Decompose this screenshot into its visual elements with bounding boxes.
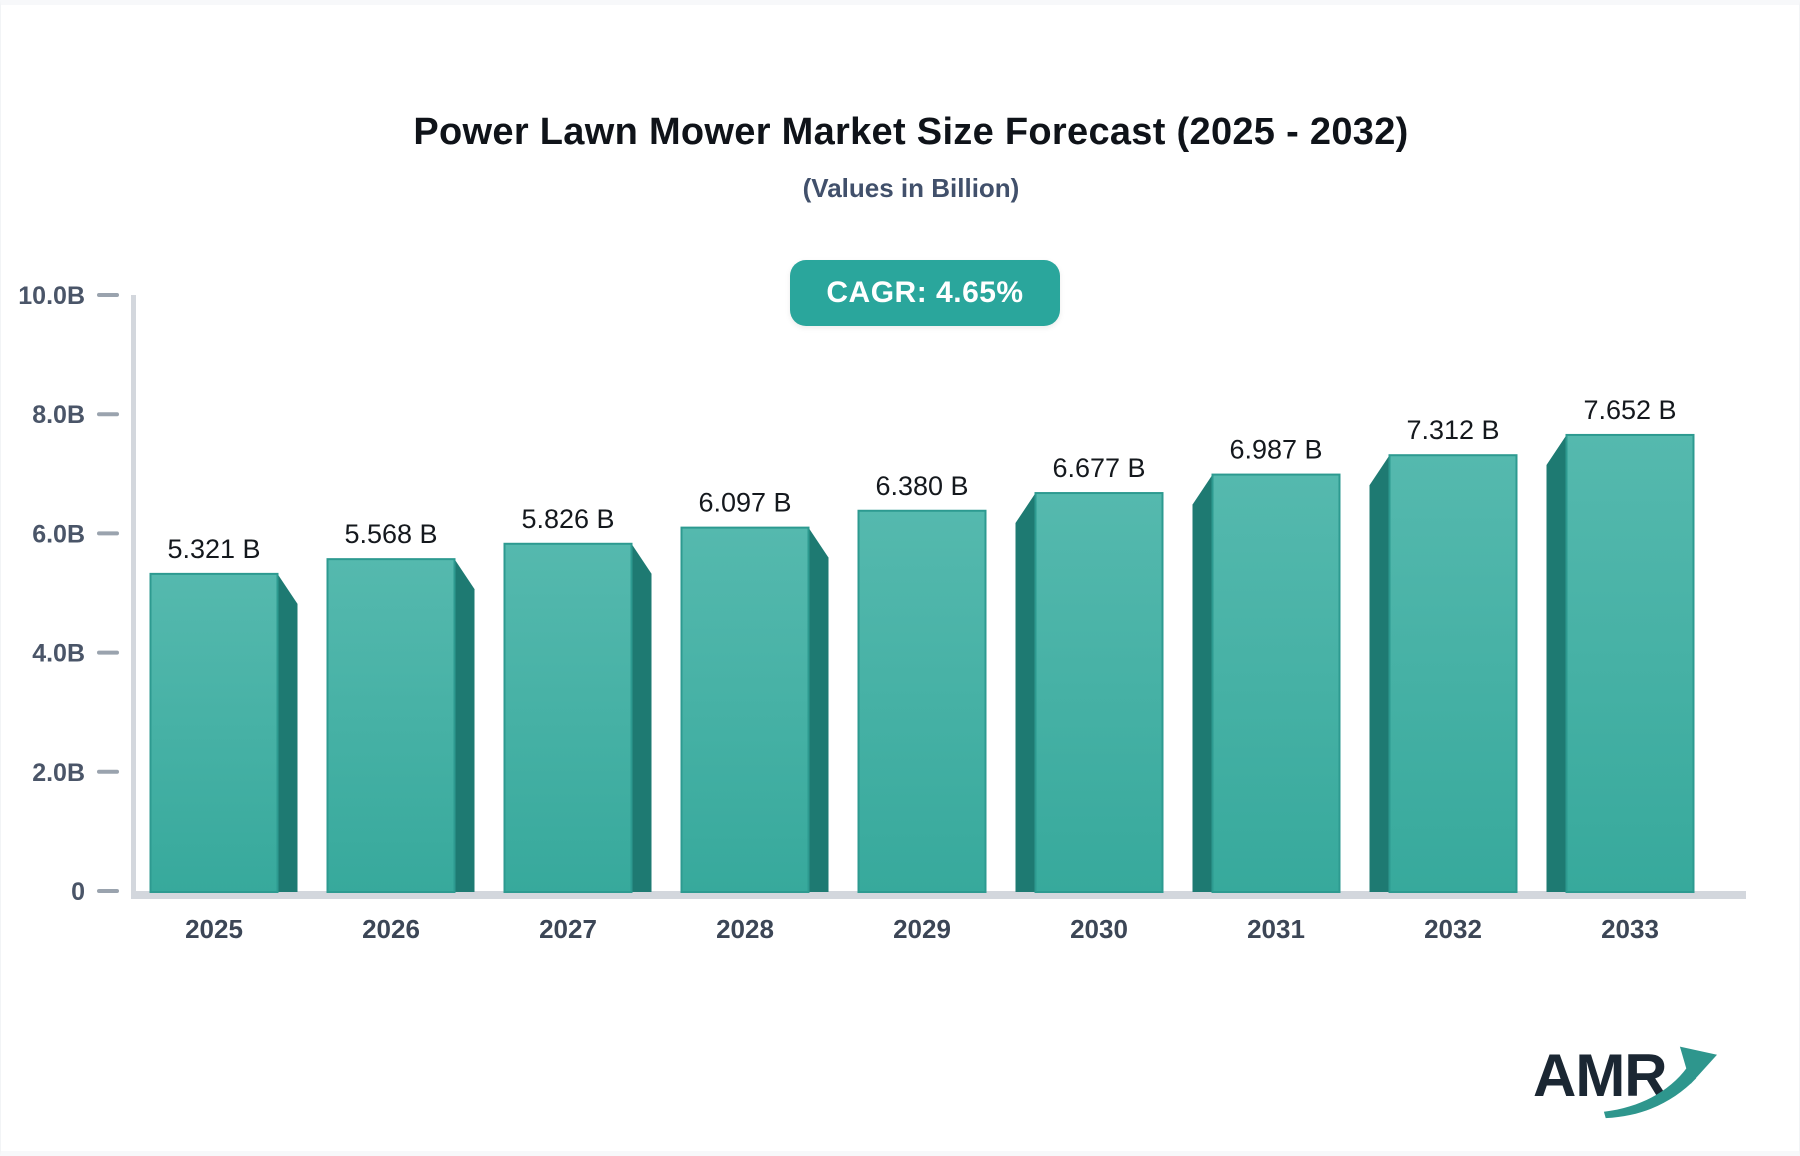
amr-logo-text: AMR [1533, 1042, 1668, 1109]
bar-value-label: 6.097 B [698, 488, 791, 518]
bar-value-label: 7.652 B [1583, 395, 1676, 425]
bar-2028 [680, 526, 810, 893]
y-tick-mark [97, 293, 119, 297]
bar-value-label: 5.826 B [521, 504, 614, 534]
chart-title: Power Lawn Mower Market Size Forecast (2… [413, 111, 1409, 153]
y-axis-line [131, 295, 136, 891]
bar-value-label: 5.321 B [167, 534, 260, 564]
y-tick-mark [97, 889, 119, 893]
bar-2032 [1388, 454, 1518, 893]
bar-side-2031 [1192, 474, 1213, 892]
x-tick-label: 2027 [539, 914, 597, 944]
bar-side-2026 [454, 559, 475, 892]
bar-value-label: 6.380 B [875, 471, 968, 501]
y-tick-mark [97, 650, 119, 655]
cagr-badge: CAGR: 4.65% [790, 260, 1060, 326]
y-tick-label: 0 [71, 878, 85, 906]
bar-value-label: 7.312 B [1406, 415, 1499, 445]
bar-2026 [326, 558, 456, 894]
y-tick-label: 4.0B [32, 640, 85, 668]
y-tick-mark [97, 531, 119, 536]
growth-arrow-icon [1603, 1046, 1717, 1119]
bar-2027 [503, 542, 633, 893]
bar-value-label: 6.677 B [1052, 453, 1145, 483]
x-tick-label: 2031 [1247, 914, 1305, 944]
x-tick-label: 2033 [1601, 914, 1659, 944]
bar-side-2025 [277, 573, 298, 892]
y-tick-label: 2.0B [32, 759, 85, 787]
y-tick-label: 10.0B [18, 282, 85, 310]
x-tick-label: 2026 [362, 914, 420, 944]
bar-side-2027 [631, 543, 652, 892]
y-tick-label: 8.0B [32, 401, 85, 429]
bar-side-2032 [1369, 455, 1390, 892]
x-tick-label: 2032 [1424, 914, 1482, 944]
y-tick-mark [97, 412, 119, 417]
x-tick-label: 2025 [185, 914, 243, 944]
bar-value-label: 5.568 B [344, 519, 437, 549]
amr-logo: AMR [1529, 1037, 1759, 1137]
y-tick-label: 6.0B [32, 520, 85, 548]
x-axis-baseline [131, 891, 1746, 899]
bar-side-2033 [1546, 434, 1567, 892]
cagr-badge-label: CAGR: 4.65% [826, 276, 1024, 309]
bar-2031 [1211, 473, 1341, 893]
bar-chart: 0 2.0B 4.0B 6.0B 8.0B 10.0B 5.321 B 2025 5.568 B… [18, 282, 1746, 944]
bar-2029 [857, 509, 987, 893]
x-tick-label: 2029 [893, 914, 951, 944]
chart-subtitle: (Values in Billion) [802, 173, 1020, 203]
x-tick-label: 2028 [716, 914, 774, 944]
y-tick-mark [97, 769, 119, 774]
bar-2030 [1034, 492, 1164, 893]
bar-side-2030 [1015, 493, 1036, 892]
bar-2025 [149, 572, 279, 893]
bar-2033 [1565, 433, 1695, 893]
x-tick-label: 2030 [1070, 914, 1128, 944]
bar-value-label: 6.987 B [1229, 435, 1322, 465]
bar-side-2028 [808, 527, 829, 892]
